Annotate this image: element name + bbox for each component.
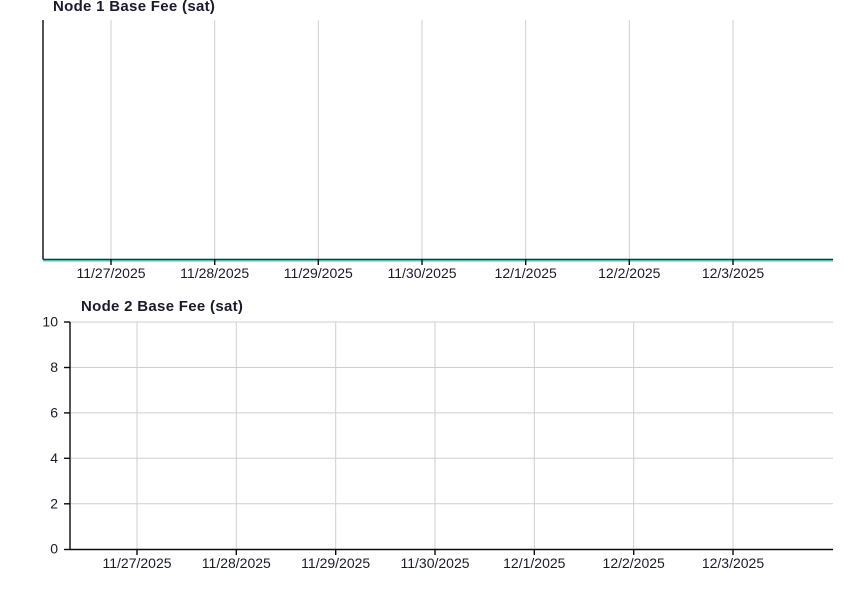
svg-text:2: 2 <box>50 495 58 511</box>
svg-text:10: 10 <box>42 314 58 330</box>
svg-text:12/3/2025: 12/3/2025 <box>702 555 764 571</box>
svg-text:11/27/2025: 11/27/2025 <box>76 265 145 281</box>
svg-text:0: 0 <box>50 541 58 557</box>
svg-text:12/2/2025: 12/2/2025 <box>603 555 665 571</box>
svg-text:6: 6 <box>50 404 58 420</box>
svg-text:11/30/2025: 11/30/2025 <box>387 265 456 281</box>
svg-text:11/28/2025: 11/28/2025 <box>202 555 271 571</box>
svg-text:12/3/2025: 12/3/2025 <box>702 265 764 281</box>
svg-text:8: 8 <box>50 359 58 375</box>
svg-text:12/2/2025: 12/2/2025 <box>598 265 660 281</box>
svg-text:11/30/2025: 11/30/2025 <box>400 555 469 571</box>
svg-text:11/29/2025: 11/29/2025 <box>301 555 370 571</box>
svg-text:Node 2 Base Fee (sat): Node 2 Base Fee (sat) <box>81 298 243 315</box>
svg-text:4: 4 <box>50 450 58 466</box>
svg-text:11/28/2025: 11/28/2025 <box>180 265 249 281</box>
svg-text:11/27/2025: 11/27/2025 <box>102 555 171 571</box>
svg-text:Node 1 Base Fee (sat): Node 1 Base Fee (sat) <box>53 0 215 15</box>
svg-text:12/1/2025: 12/1/2025 <box>495 265 557 281</box>
svg-text:12/1/2025: 12/1/2025 <box>503 555 565 571</box>
svg-text:11/29/2025: 11/29/2025 <box>284 265 353 281</box>
